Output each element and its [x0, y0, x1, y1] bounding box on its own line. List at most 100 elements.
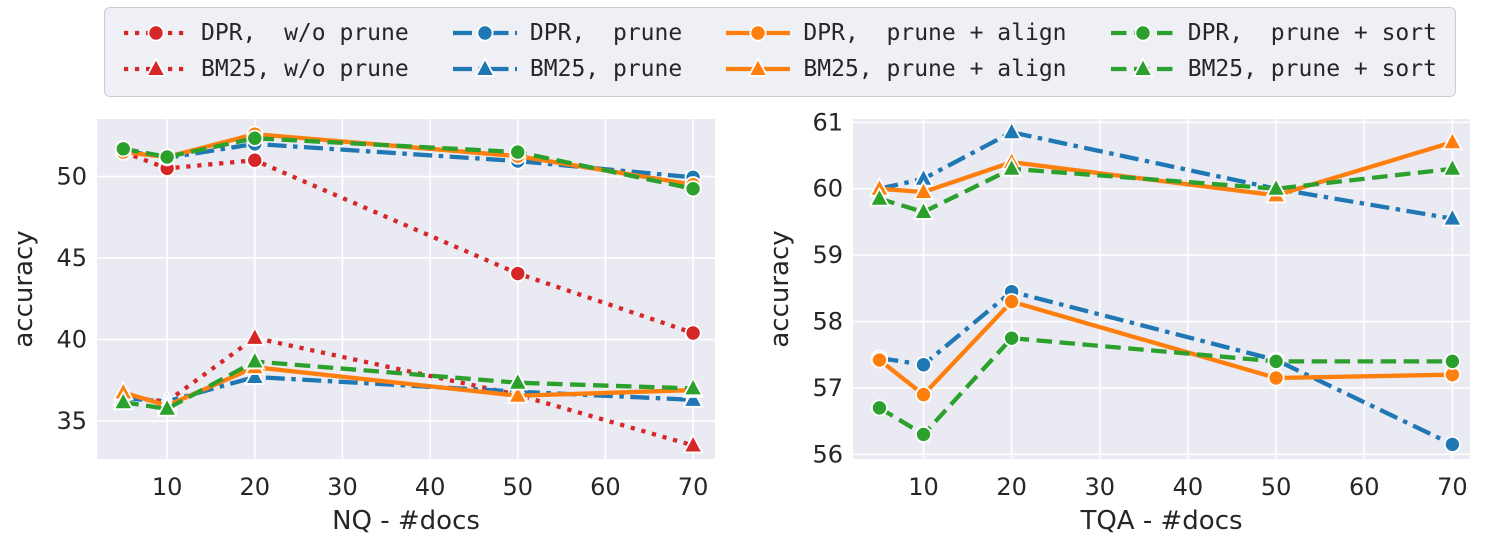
data-point-marker — [868, 186, 891, 207]
y-tick-label: 35 — [56, 407, 87, 435]
legend-label: DPR, prune — [529, 20, 683, 46]
legend-sample-solid-circle — [726, 24, 791, 42]
x-tick-label: 50 — [502, 473, 533, 501]
data-point-marker — [509, 143, 527, 161]
legend-label: DPR, prune + sort — [1187, 20, 1437, 46]
x-axis-label: TQA - #docs — [1079, 506, 1242, 536]
x-tick-label: 20 — [996, 473, 1027, 501]
y-tick-label: 40 — [56, 326, 87, 354]
legend-label: DPR, prune + align — [803, 20, 1067, 46]
data-point-marker — [507, 383, 529, 404]
data-point-marker — [507, 370, 529, 391]
data-point-marker — [1441, 206, 1464, 227]
data-point-marker — [870, 351, 888, 369]
legend-item-bm25-w-o-prune: BM25, w/o prune — [123, 52, 409, 86]
series-bm25-prune-sort — [868, 156, 1464, 220]
series-dpr-prune-sort — [114, 129, 702, 198]
data-point-marker — [1443, 352, 1461, 370]
legend-sample-solid-triangle — [726, 56, 791, 77]
legend-sample-dashdot-circle — [452, 24, 517, 42]
legend-sample-marker — [1132, 56, 1154, 77]
data-point-marker — [682, 387, 704, 408]
legend-sample-dashed-circle — [1110, 24, 1175, 42]
legend-sample-marker — [749, 24, 767, 42]
x-tick-label: 70 — [678, 473, 709, 501]
legend-sample-dashdot-triangle — [452, 56, 517, 77]
data-point-marker — [1265, 176, 1287, 197]
x-tick-label: 40 — [1173, 473, 1204, 501]
x-axis-label: NQ - #docs — [332, 506, 480, 536]
y-tick-label: 50 — [56, 163, 87, 191]
data-point-marker — [114, 140, 132, 158]
y-axis-label: accuracy — [765, 230, 795, 347]
data-point-marker — [1000, 156, 1023, 177]
legend-label: BM25, prune + sort — [1187, 56, 1437, 82]
series-line — [122, 136, 694, 191]
tqa-chart: 10 20 30 40 50 60 70 56 57 58 59 60 61 TQA - #docs acc… — [765, 108, 1470, 536]
data-point-marker — [682, 376, 704, 397]
legend-sample-marker — [1134, 24, 1152, 42]
data-point-marker — [112, 390, 135, 411]
data-point-marker — [912, 179, 935, 200]
y-tick-label: 59 — [812, 241, 843, 269]
legend-item-dpr-prune-sort: DPR, prune + sort — [1110, 16, 1437, 50]
legend-sample-marker — [474, 56, 496, 77]
x-tick-label: 40 — [415, 473, 446, 501]
data-point-marker — [1003, 293, 1021, 311]
data-point-marker — [682, 433, 704, 454]
legend-item-bm25-prune-align: BM25, prune + align — [725, 52, 1067, 86]
plot-background — [97, 119, 715, 459]
data-point-marker — [684, 324, 702, 342]
data-point-marker — [1441, 156, 1464, 177]
legend-sample-marker — [747, 56, 770, 77]
legend-label: DPR, w/o prune — [201, 20, 409, 46]
legend-label: BM25, prune — [529, 56, 683, 82]
x-tick-label: 10 — [152, 473, 183, 501]
series-line — [878, 335, 1453, 438]
x-tick-label: 30 — [327, 473, 358, 501]
data-point-marker — [1003, 329, 1021, 347]
nq-chart: 10 20 30 40 50 60 70 35 40 45 50 NQ - #docs accuracy — [9, 119, 715, 536]
legend-sample-dotted-triangle — [124, 56, 188, 77]
legend-item-dpr-prune: DPR, prune — [452, 16, 682, 50]
legend-sample-dotted-circle — [124, 24, 188, 42]
data-point-marker — [1441, 130, 1464, 151]
data-point-marker — [156, 396, 178, 417]
data-point-marker — [1000, 120, 1023, 141]
y-tick-label: 58 — [812, 308, 843, 336]
data-point-marker — [915, 386, 933, 404]
data-point-marker — [509, 265, 527, 283]
legend-sample-marker — [476, 24, 494, 42]
data-point-marker — [684, 180, 702, 198]
x-tick-label: 50 — [1261, 473, 1292, 501]
data-point-marker — [244, 349, 266, 370]
data-point-marker — [246, 129, 264, 147]
data-point-marker — [912, 199, 935, 220]
legend: DPR, w/o prune DPR, prune DPR, prune + ali… — [104, 7, 1456, 97]
series-dpr-prune-align — [870, 293, 1461, 404]
data-point-marker — [1267, 352, 1285, 370]
x-tick-label: 60 — [590, 473, 621, 501]
data-point-marker — [244, 325, 266, 346]
legend-item-bm25-prune-sort: BM25, prune + sort — [1110, 52, 1437, 86]
y-tick-label: 57 — [812, 374, 843, 402]
data-point-marker — [915, 425, 933, 443]
series-bm25-prune-sort — [112, 349, 704, 417]
data-point-marker — [246, 151, 264, 169]
y-axis-label: accuracy — [9, 230, 39, 347]
data-point-marker — [158, 148, 176, 166]
x-tick-label: 70 — [1437, 473, 1468, 501]
data-point-marker — [1443, 435, 1461, 453]
x-tick-label: 30 — [1085, 473, 1116, 501]
x-tick-label: 60 — [1349, 473, 1380, 501]
y-tick-label: 60 — [812, 175, 843, 203]
data-point-marker — [244, 364, 266, 385]
x-tick-label: 20 — [240, 473, 271, 501]
legend-item-dpr-prune-align: DPR, prune + align — [725, 16, 1067, 50]
legend-label: BM25, w/o prune — [201, 56, 409, 82]
legend-item-dpr-w-o-prune: DPR, w/o prune — [123, 16, 409, 50]
legend-sample-dashed-triangle — [1110, 56, 1175, 77]
series-line — [878, 130, 1453, 221]
legend-sample-marker — [147, 24, 165, 42]
